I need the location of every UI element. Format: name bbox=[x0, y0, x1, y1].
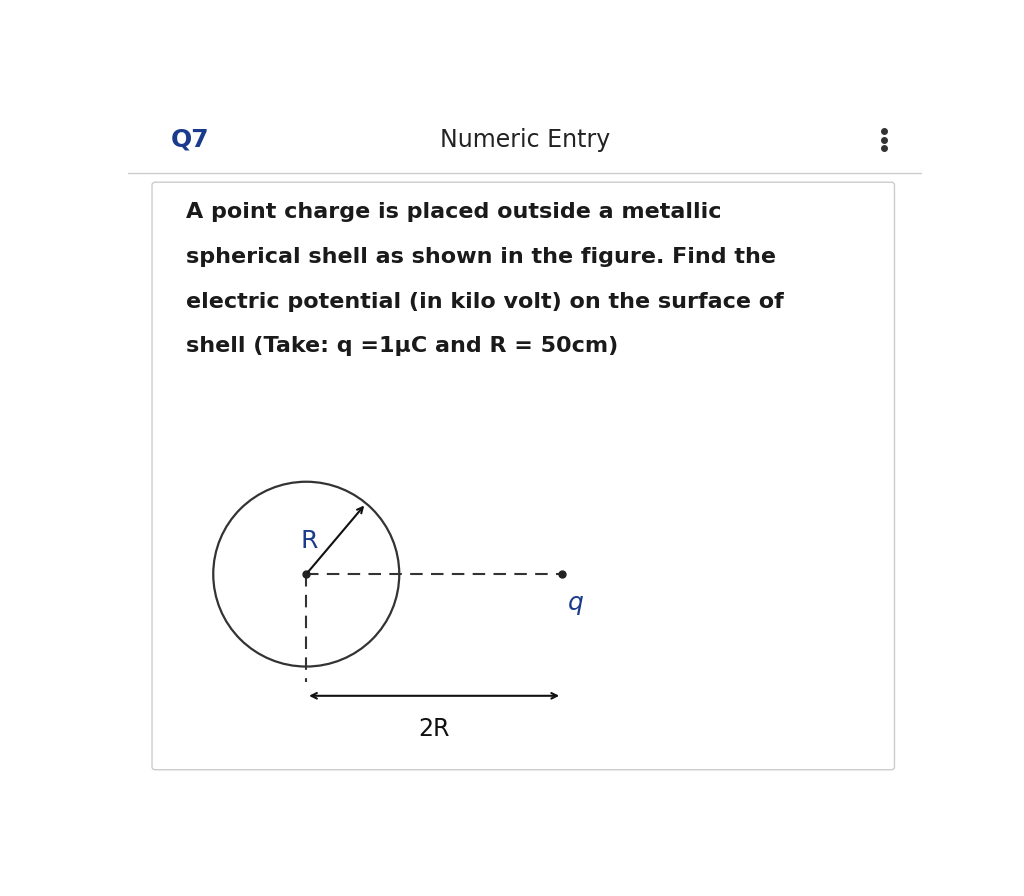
Text: Q7: Q7 bbox=[171, 128, 209, 151]
Text: shell (Take: q =1μC and R = 50cm): shell (Take: q =1μC and R = 50cm) bbox=[186, 336, 618, 357]
FancyBboxPatch shape bbox=[152, 182, 895, 770]
Bar bbox=[128, 108, 922, 173]
Text: R: R bbox=[301, 529, 318, 553]
Text: A point charge is placed outside a metallic: A point charge is placed outside a metal… bbox=[186, 202, 722, 222]
Text: 2R: 2R bbox=[419, 718, 450, 741]
Text: electric potential (in kilo volt) on the surface of: electric potential (in kilo volt) on the… bbox=[186, 291, 784, 312]
Text: Numeric Entry: Numeric Entry bbox=[439, 128, 610, 151]
Text: spherical shell as shown in the figure. Find the: spherical shell as shown in the figure. … bbox=[186, 247, 776, 267]
Text: q: q bbox=[568, 591, 584, 615]
